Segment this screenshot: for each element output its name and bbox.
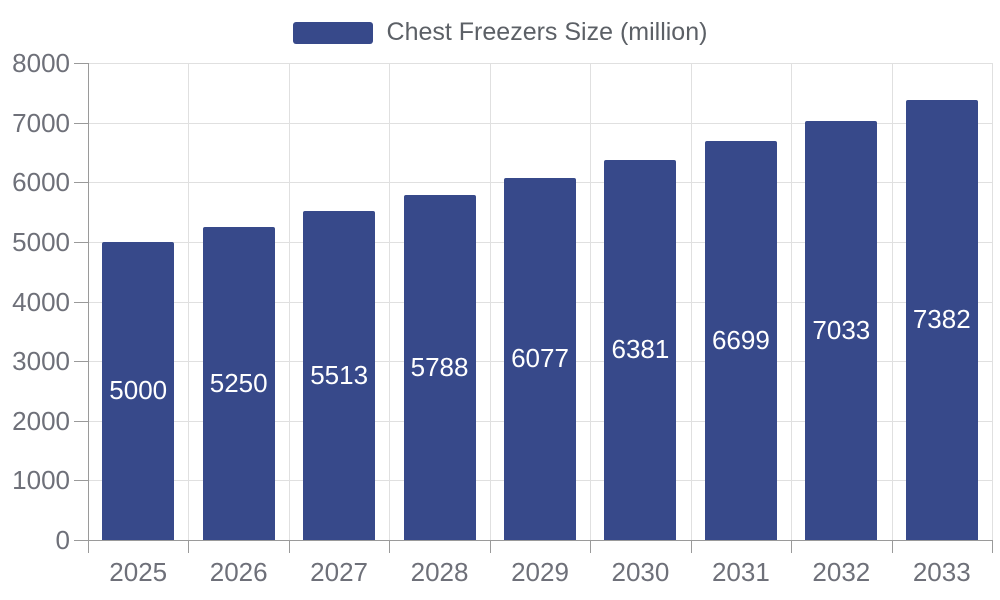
x-axis-tick [489, 540, 491, 553]
x-axis-tick [891, 540, 893, 553]
x-axis-label: 2025 [109, 557, 168, 587]
y-axis-tick-label: 0 [55, 525, 70, 555]
bar-2033[interactable]: 7382 [905, 99, 978, 540]
x-axis-tick [791, 540, 793, 553]
v-gridline [389, 63, 391, 540]
y-axis-tick-label: 4000 [12, 286, 70, 317]
legend-row: Chest Freezers Size (million) [0, 18, 1000, 47]
y-axis-tick-label: 3000 [12, 346, 70, 377]
y-axis-tick-label: 8000 [12, 48, 70, 78]
v-gridline [891, 63, 893, 540]
v-gridline [188, 63, 190, 540]
bar-value-label: 6077 [511, 343, 569, 374]
bar-value-label: 7033 [812, 314, 871, 345]
bar-2026[interactable]: 5250 [202, 226, 275, 540]
x-axis-tick [590, 540, 592, 553]
x-axis-tick [188, 540, 190, 553]
x-axis-tick [288, 540, 290, 553]
bar-value-label: 6699 [711, 324, 770, 355]
y-axis-tick [74, 122, 88, 124]
bar-value-label: 5250 [209, 367, 268, 398]
h-gridline [88, 63, 992, 64]
bar-2029[interactable]: 6077 [504, 177, 576, 540]
y-axis-tick [74, 182, 88, 184]
x-axis-tick [389, 540, 391, 553]
bar-2028[interactable]: 5788 [403, 194, 476, 540]
v-gridline [489, 63, 491, 540]
y-axis-line [88, 63, 89, 553]
y-axis-tick [74, 361, 88, 363]
bar-value-label: 6381 [611, 334, 670, 365]
bar-value-label: 5513 [310, 360, 369, 391]
x-axis-label: 2029 [511, 557, 569, 587]
bar-2027[interactable]: 5513 [303, 211, 376, 540]
plot-area: 5000 5250 5513 5788 6077 6381 6699 7033 7382 [88, 63, 993, 540]
y-axis-tick-label: 2000 [12, 405, 70, 436]
bar-value-label: 5000 [109, 375, 168, 406]
bar-value-label: 7382 [912, 304, 971, 335]
bar-2031[interactable]: 6699 [704, 140, 777, 540]
v-gridline [791, 63, 793, 540]
legend-item[interactable]: Chest Freezers Size (million) [292, 18, 708, 47]
x-axis-label: 2033 [912, 557, 971, 587]
y-axis-tick-label: 6000 [12, 167, 70, 198]
y-axis-tick-label: 1000 [12, 465, 70, 496]
y-axis-tick [74, 540, 88, 541]
y-axis-tick [74, 63, 88, 64]
v-gridline [690, 63, 692, 540]
bar-2025[interactable]: 5000 [102, 241, 175, 540]
y-axis-tick [74, 301, 88, 303]
legend-swatch-icon [292, 21, 373, 44]
bar-value-label: 5788 [410, 351, 469, 382]
v-gridline [590, 63, 592, 540]
y-axis-tick [74, 241, 88, 243]
bar-2032[interactable]: 7033 [805, 120, 878, 540]
x-axis-tick [88, 540, 89, 553]
y-axis-tick-label: 5000 [12, 226, 70, 257]
x-axis-label: 2032 [812, 557, 871, 587]
x-axis-label: 2030 [611, 557, 670, 587]
bar-2030[interactable]: 6381 [604, 159, 677, 540]
v-gridline [992, 63, 993, 540]
h-gridline [88, 122, 992, 124]
v-gridline [288, 63, 290, 540]
y-axis-tick [74, 420, 88, 422]
x-axis-label: 2031 [711, 557, 770, 587]
x-axis-label: 2026 [209, 557, 268, 587]
x-axis-line [88, 540, 993, 541]
x-axis-label: 2027 [310, 557, 369, 587]
x-axis-tick [992, 540, 993, 553]
y-axis-tick-label: 7000 [12, 107, 70, 138]
legend-label: Chest Freezers Size (million) [386, 18, 708, 46]
x-axis-label: 2028 [410, 557, 469, 587]
x-axis-tick [690, 540, 692, 553]
y-axis-tick [74, 480, 88, 482]
